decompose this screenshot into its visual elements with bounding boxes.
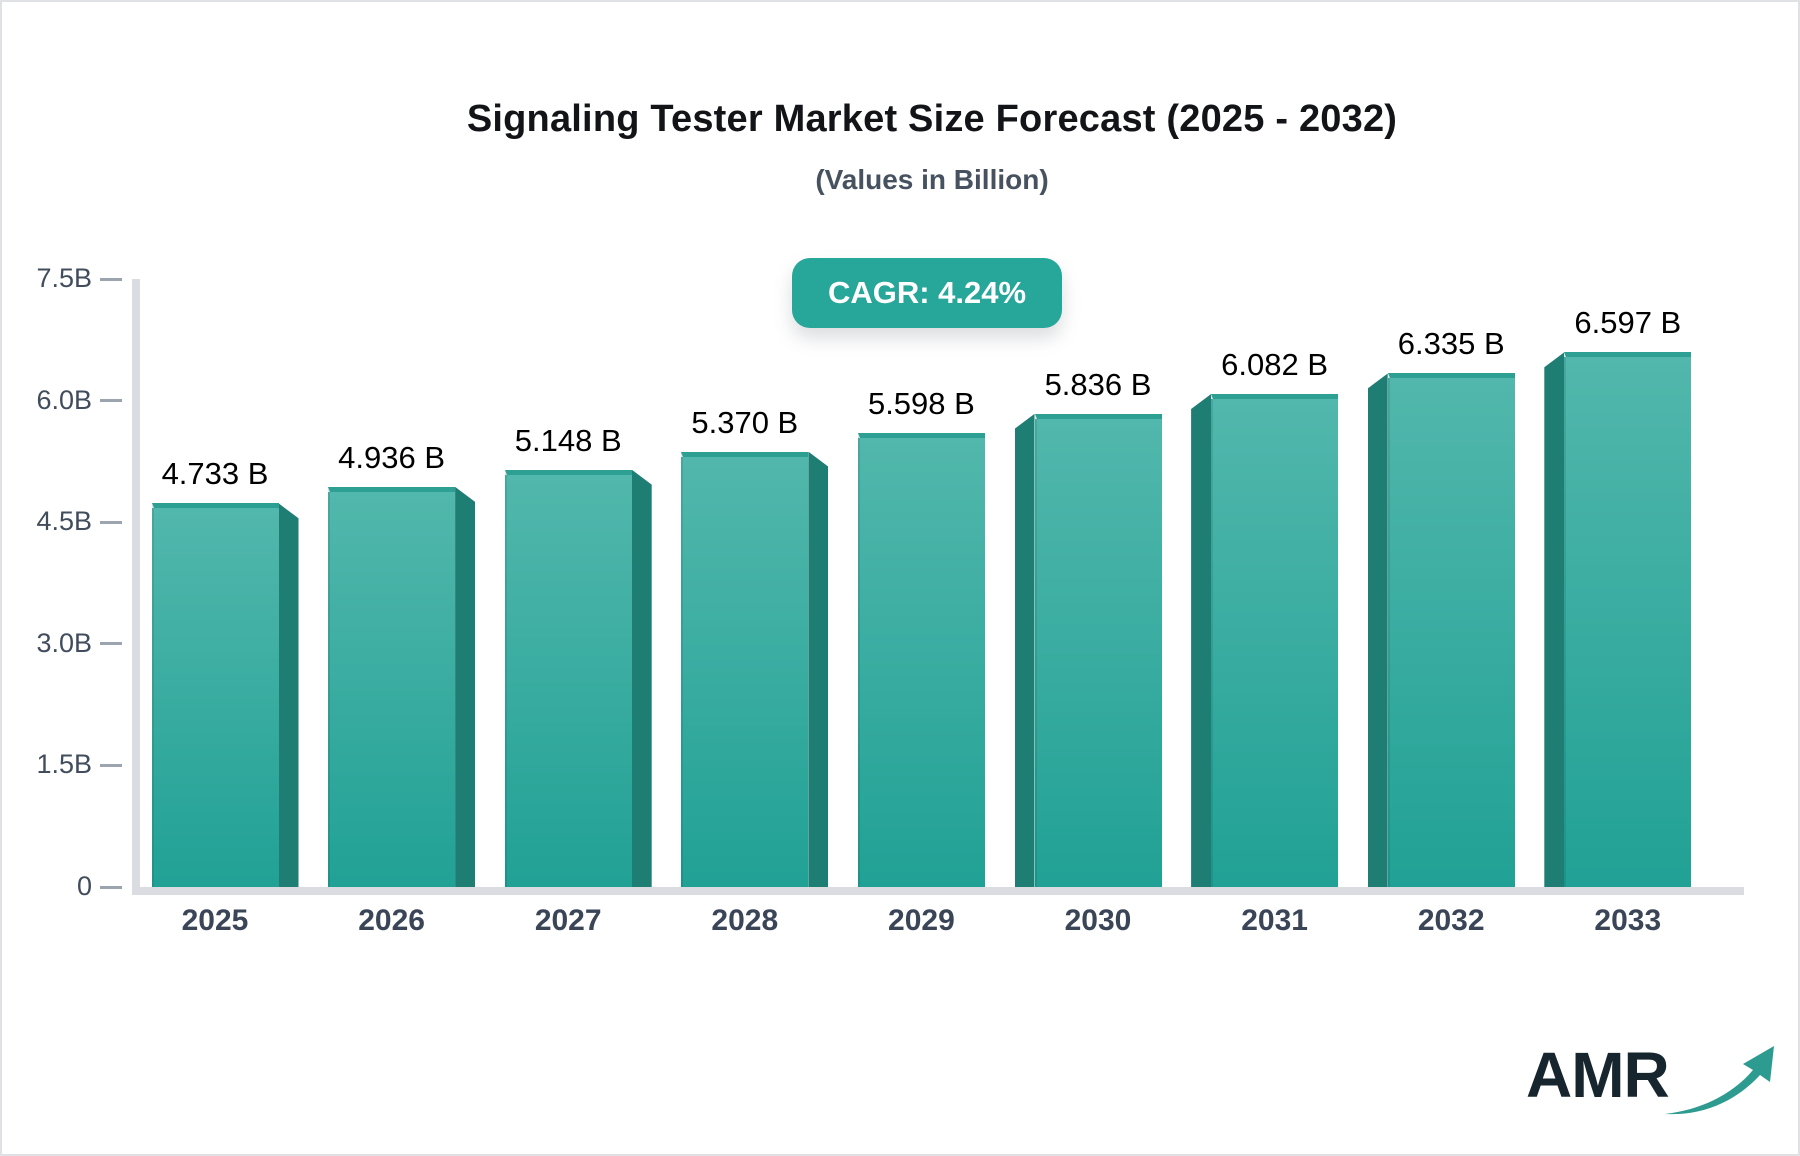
bar (1387, 373, 1515, 887)
bar-side (631, 469, 652, 887)
y-tick-label: 4.5B (36, 506, 92, 537)
y-tick-mark (100, 520, 122, 524)
bar (1211, 393, 1339, 887)
chart-title: Signaling Tester Market Size Forecast (2… (466, 98, 1398, 140)
bar-value-label: 5.598 B (867, 386, 975, 422)
y-tick-label: 7.5B (36, 263, 92, 293)
chart-subtitle: (Values in Billion) (815, 164, 1049, 195)
y-tick-mark (100, 277, 122, 281)
y-axis (132, 279, 140, 895)
bar-value-label: 4.936 B (338, 439, 446, 475)
bar-side (1191, 393, 1212, 887)
bar-side (278, 503, 299, 887)
y-tick-mark (100, 399, 122, 403)
y-tick-label: 1.5B (36, 749, 92, 780)
y-tick-label: 3.0B (36, 627, 92, 658)
y-tick-label: 0 (76, 871, 92, 901)
bar (681, 451, 809, 887)
x-axis (132, 887, 1744, 895)
bar-side (1367, 373, 1388, 887)
growth-arrow-icon (1664, 1046, 1774, 1115)
bar (1034, 413, 1162, 887)
bar-value-label: 6.597 B (1574, 305, 1682, 341)
x-axis-label: 2026 (358, 904, 425, 937)
bar-side (808, 451, 829, 887)
y-tick-label: 6.0B (36, 384, 92, 415)
amr-logo-text: AMR (1526, 1039, 1670, 1111)
bar-value-label: 6.335 B (1397, 326, 1505, 362)
bar (151, 503, 279, 887)
y-tick-mark (100, 885, 122, 889)
x-axis-label: 2031 (1241, 904, 1308, 937)
bar-side (1014, 413, 1035, 887)
bar-value-label: 5.836 B (1044, 366, 1152, 402)
x-axis-label: 2033 (1594, 904, 1662, 937)
bar (1564, 352, 1692, 887)
cagr-badge-label: CAGR: 4.24% (827, 275, 1027, 310)
x-axis-label: 2027 (534, 904, 602, 937)
x-axis-label: 2028 (711, 904, 779, 937)
bar-side (455, 486, 476, 887)
x-axis-label: 2032 (1417, 904, 1485, 937)
x-axis-label: 2029 (888, 904, 955, 937)
bar-value-label: 5.370 B (691, 404, 799, 440)
bar-value-label: 4.733 B (161, 456, 269, 492)
bar-value-label: 5.148 B (514, 422, 622, 458)
bar-side (1544, 352, 1565, 887)
y-tick-mark (100, 642, 122, 646)
x-axis-label: 2025 (181, 904, 249, 937)
x-axis-label: 2030 (1064, 904, 1132, 937)
bar (857, 433, 985, 887)
bar (328, 486, 456, 887)
cagr-badge: CAGR: 4.24% (792, 258, 1062, 328)
bar-value-label: 6.082 B (1221, 346, 1329, 382)
y-tick-mark (100, 763, 122, 767)
bar (504, 469, 632, 887)
amr-logo: AMR (1526, 1030, 1779, 1120)
